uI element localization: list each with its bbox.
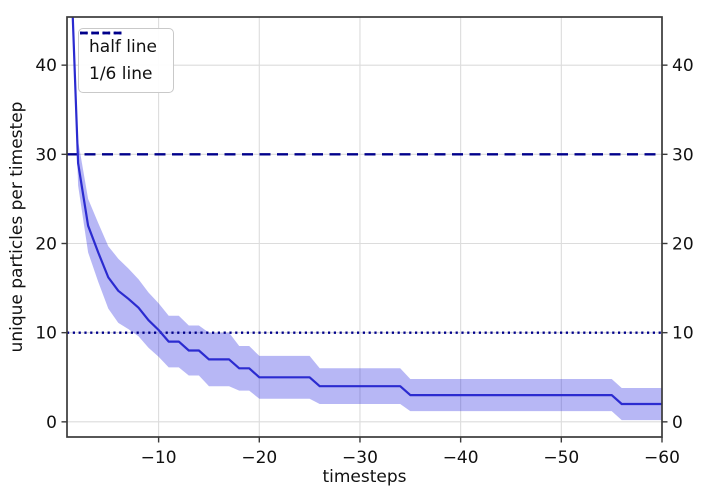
y-tick-label-left: 0	[46, 413, 57, 433]
y-axis-label: unique particles per timestep	[7, 101, 27, 353]
x-tick-label: −20	[241, 448, 277, 468]
y-tick-label-right: 20	[672, 234, 694, 254]
mean-line	[71, 17, 662, 406]
confidence-band	[72, 17, 662, 421]
legend-item: half line	[80, 31, 157, 60]
x-tick-label: −50	[543, 448, 579, 468]
legend: half line 1/6 line	[78, 28, 174, 93]
y-tick-label-right: 30	[672, 145, 694, 165]
y-tick-label-right: 10	[672, 324, 694, 344]
axis-spines	[66, 16, 663, 438]
y-tick-label-right: 40	[672, 56, 694, 76]
legend-item: 1/6 line	[80, 31, 157, 87]
y-tick-label-left: 40	[35, 56, 57, 76]
dashed-line-sample-icon	[80, 31, 124, 35]
legend-item-label: 1/6 line	[89, 64, 153, 84]
legend-item-label: half line	[89, 37, 157, 57]
y-tick-label-right: 0	[672, 413, 683, 433]
x-tick-label: −10	[141, 448, 177, 468]
dotted-line-sample-icon	[80, 31, 124, 35]
x-tick-label: −30	[342, 448, 378, 468]
y-tick-label-left: 30	[35, 145, 57, 165]
y-tick-label-left: 20	[35, 234, 57, 254]
x-tick-label: −40	[443, 448, 479, 468]
x-axis-label: timesteps	[322, 467, 407, 487]
x-tick-label: −60	[644, 448, 680, 468]
y-tick-label-left: 10	[35, 324, 57, 344]
